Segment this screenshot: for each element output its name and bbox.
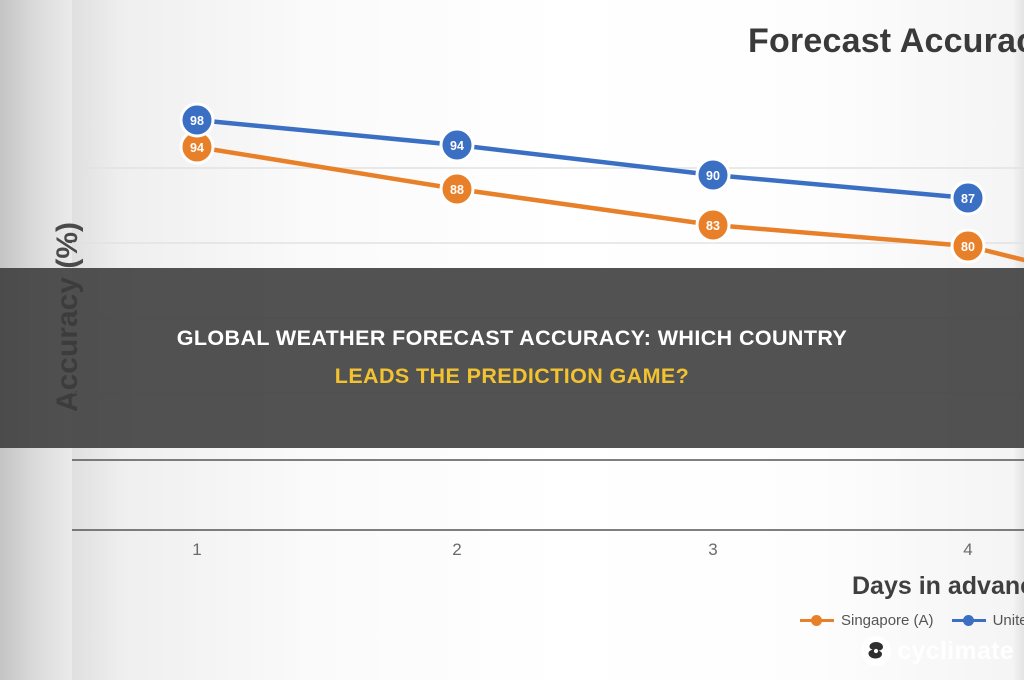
data-label: 98 xyxy=(190,114,204,128)
overlay-headline: GLOBAL WEATHER FORECAST ACCURACY: WHICH … xyxy=(176,326,848,351)
x-tick: 2 xyxy=(452,540,462,559)
watermark: cyclimate xyxy=(861,636,1014,666)
overlay-subheadline: LEADS THE PREDICTION GAME? xyxy=(334,364,690,388)
legend-label: United xyxy=(992,612,1024,629)
x-tick: 3 xyxy=(708,540,718,559)
data-label: 80 xyxy=(961,240,975,254)
data-label: 94 xyxy=(450,139,464,153)
chart-legend: Singapore (A) United xyxy=(800,612,1024,629)
data-label: 90 xyxy=(706,169,720,183)
x-tick: 1 xyxy=(192,540,202,559)
chart-plot-area: 94 88 83 80 98 94 90 87 xyxy=(72,60,1024,538)
chart-title: Forecast Accuracy xyxy=(748,22,1024,60)
series-markers-blue: 98 94 90 87 xyxy=(179,102,986,216)
x-axis-tick-labels: 1 2 3 4 xyxy=(72,540,1024,568)
data-label: 83 xyxy=(706,219,720,233)
legend-label: Singapore (A) xyxy=(841,612,934,629)
axis-lines xyxy=(72,459,1024,531)
title-overlay-banner: GLOBAL WEATHER FORECAST ACCURACY: WHICH … xyxy=(0,268,1024,448)
legend-item-orange: Singapore (A) xyxy=(800,612,934,629)
data-label: 94 xyxy=(190,141,204,155)
data-label: 88 xyxy=(450,183,464,197)
watermark-text: cyclimate xyxy=(897,636,1014,665)
legend-marker-blue-icon xyxy=(951,615,986,626)
series-line-blue xyxy=(194,117,971,201)
cyclone-icon xyxy=(861,636,892,666)
line-chart-svg: 94 88 83 80 98 94 90 87 xyxy=(72,102,1024,531)
data-label: 87 xyxy=(961,192,975,206)
x-axis-title: Days in advance xyxy=(852,572,1024,600)
legend-marker-orange-icon xyxy=(800,615,834,626)
x-tick: 4 xyxy=(963,540,973,559)
legend-item-blue: United xyxy=(951,612,1024,629)
